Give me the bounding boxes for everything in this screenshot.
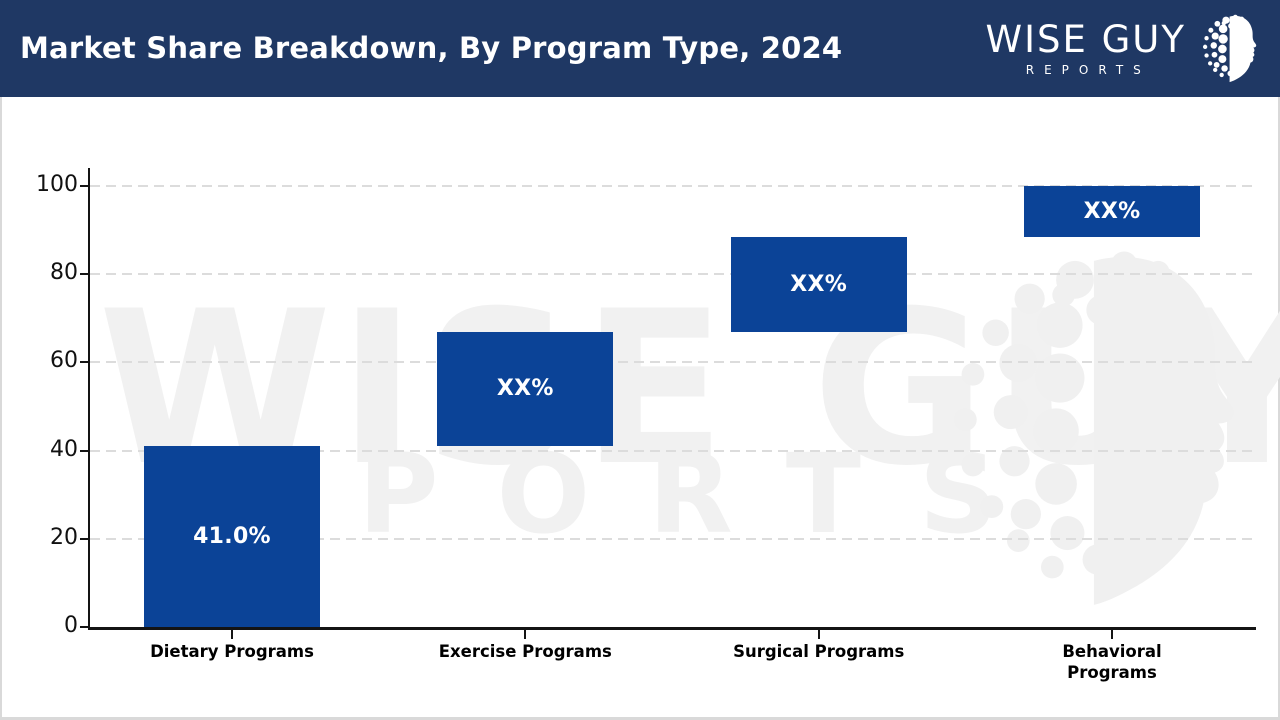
x-tick xyxy=(1111,630,1113,639)
y-tick xyxy=(80,273,89,276)
bar-segment: 41.0% xyxy=(144,446,320,627)
y-axis-tick-label: 40 xyxy=(50,436,78,462)
logo-wordmark: WISE GUY xyxy=(985,17,1186,61)
x-axis-category-label: Surgical Programs xyxy=(733,642,905,661)
y-axis-tick-label: 20 xyxy=(50,524,78,550)
x-tick xyxy=(524,630,527,639)
y-axis-tick-label: 60 xyxy=(50,348,78,374)
y-tick xyxy=(80,361,89,364)
bar-value-label: 41.0% xyxy=(193,524,271,550)
bar-chart: 0 20 40 60 80 100 41.0% Dietary Programs XX% Exer… xyxy=(2,97,1278,717)
y-tick xyxy=(80,449,89,452)
x-tick xyxy=(817,630,820,639)
wiseguy-logo: WISE GUY REPORTS xyxy=(986,9,1262,89)
gridline xyxy=(90,185,1256,187)
y-tick xyxy=(80,185,89,187)
y-axis-line xyxy=(88,168,90,630)
gridline xyxy=(90,537,1256,540)
x-axis-category-label: Dietary Programs xyxy=(150,642,314,661)
header: Market Share Breakdown, By Program Type,… xyxy=(0,0,1280,97)
x-axis-category-label: Exercise Programs xyxy=(438,642,612,661)
gridline xyxy=(90,273,1256,276)
bar-value-label: XX% xyxy=(790,271,848,297)
chart-area: WISE GUY PORTS 0 20 40 60 80 100 41.0% Dietary … xyxy=(0,97,1280,720)
bar-value-label: XX% xyxy=(1083,198,1141,224)
gridline xyxy=(90,449,1256,452)
bar-value-label: XX% xyxy=(496,376,554,402)
logo-subtitle: REPORTS xyxy=(1025,62,1151,77)
y-tick xyxy=(80,537,89,540)
page-title: Market Share Breakdown, By Program Type,… xyxy=(20,30,843,65)
y-axis-tick-label: 0 xyxy=(64,613,78,638)
y-tick xyxy=(80,626,89,628)
y-axis-tick-label: 80 xyxy=(50,260,78,286)
bar-segment: XX% xyxy=(1024,186,1200,237)
logo-text: WISE GUY REPORTS xyxy=(986,21,1186,77)
gridline xyxy=(90,361,1256,364)
bar-segment: XX% xyxy=(437,331,614,447)
logo-head-icon xyxy=(1202,14,1257,82)
y-axis-tick-label: 100 xyxy=(36,172,78,197)
bar-segment: XX% xyxy=(730,236,907,332)
x-tick xyxy=(231,630,233,639)
x-axis-line xyxy=(88,627,1256,630)
watermark-text-line2: PORTS xyxy=(358,430,1057,558)
x-axis-category-label: Behavioral Programs xyxy=(1062,642,1162,683)
